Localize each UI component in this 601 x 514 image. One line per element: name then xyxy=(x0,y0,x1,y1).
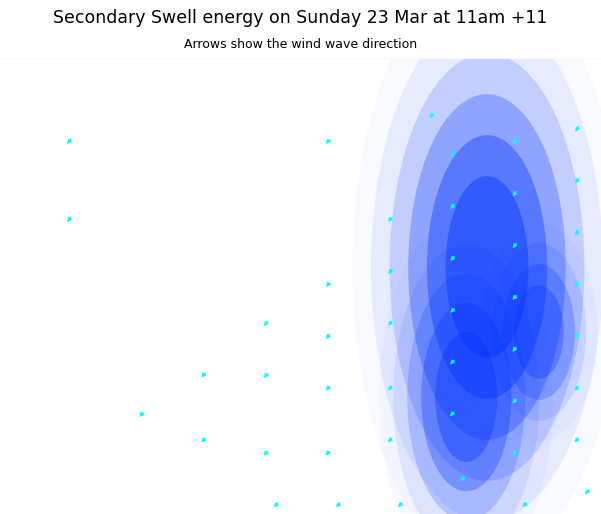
Ellipse shape xyxy=(435,332,498,462)
Ellipse shape xyxy=(492,243,586,421)
Ellipse shape xyxy=(389,53,584,481)
Ellipse shape xyxy=(408,94,566,440)
Ellipse shape xyxy=(514,285,564,379)
Ellipse shape xyxy=(371,12,601,514)
Ellipse shape xyxy=(427,135,547,399)
Ellipse shape xyxy=(407,273,525,514)
Ellipse shape xyxy=(503,264,575,400)
Ellipse shape xyxy=(421,303,511,491)
Text: Arrows show the wind wave direction: Arrows show the wind wave direction xyxy=(184,38,417,51)
Ellipse shape xyxy=(393,244,539,514)
Ellipse shape xyxy=(445,176,528,358)
Text: Secondary Swell energy on Sunday 23 Mar at 11am +11: Secondary Swell energy on Sunday 23 Mar … xyxy=(53,9,548,27)
